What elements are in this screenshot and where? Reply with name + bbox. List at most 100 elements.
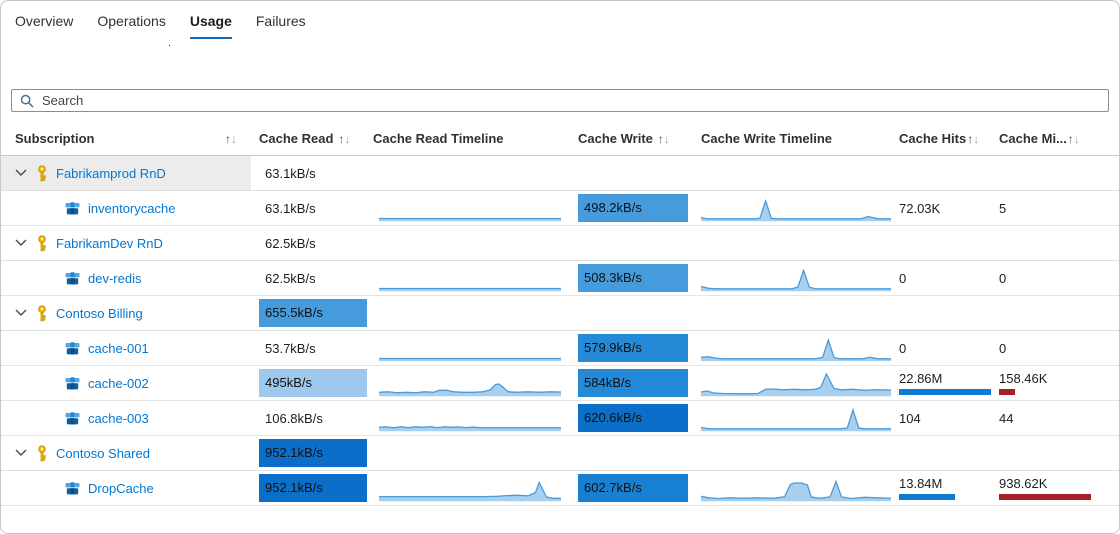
chevron-down-icon[interactable]: [15, 309, 27, 317]
cache-write-heat-bar: 498.2kB/s: [578, 194, 688, 222]
subscription-cell: Contoso Shared: [1, 436, 251, 470]
expand-collapse-toggle[interactable]: [15, 169, 27, 177]
cache-hits-cell: 13.84M: [899, 471, 999, 505]
cache-hits-cell: [899, 436, 999, 470]
subscription-key-icon: [36, 444, 48, 462]
expand-collapse-toggle[interactable]: [15, 239, 27, 247]
cache-row: dev-redis 62.5kB/s 508.3kB/s 0 0: [1, 261, 1119, 296]
cache-link[interactable]: DropCache: [88, 480, 154, 496]
cache-write-heat-bar: 508.3kB/s: [578, 264, 688, 292]
cache-misses-cell: 44: [999, 401, 1119, 435]
column-header-subscription[interactable]: Subscription ↑↓: [15, 131, 237, 146]
usage-table: Subscription ↑↓ Cache Read ↑↓ Cache Read…: [1, 122, 1119, 506]
cache-read-cell: 63.1kB/s: [251, 191, 369, 225]
column-header-cache-write-timeline: Cache Write Timeline: [701, 131, 833, 146]
sort-icon[interactable]: ↑↓: [338, 131, 351, 146]
timeline-sparkline: [379, 336, 561, 362]
subscription-cell: cache-002: [1, 366, 251, 400]
tab-failures[interactable]: Failures: [255, 13, 306, 29]
cache-read-cell: 63.1kB/s: [251, 156, 369, 190]
cache-write-cell: 498.2kB/s: [569, 191, 689, 225]
expand-collapse-toggle[interactable]: [15, 309, 27, 317]
chevron-down-icon[interactable]: [15, 169, 27, 177]
tab-overview[interactable]: Overview: [15, 13, 74, 29]
chevron-down-icon[interactable]: [15, 239, 27, 247]
cache-write-timeline-cell: [689, 226, 899, 260]
cache-link[interactable]: inventorycache: [88, 200, 176, 216]
timeline-sparkline: [379, 476, 561, 502]
cache-hits-cell: [899, 156, 999, 190]
timeline-sparkline: [701, 266, 891, 292]
subscription-cell: dev-redis: [1, 261, 251, 295]
cache-write-cell: 579.9kB/s: [569, 331, 689, 365]
expand-collapse-toggle[interactable]: [15, 449, 27, 457]
subscription-link[interactable]: Contoso Shared: [56, 445, 150, 461]
cache-link[interactable]: dev-redis: [88, 270, 142, 286]
column-header-cache-misses[interactable]: Cache Mi... ↑↓: [999, 131, 1080, 146]
redis-cache-icon: [65, 376, 80, 389]
cache-row: cache-002 495kB/s 584kB/s 22.86M 158.46K: [1, 366, 1119, 401]
sort-icon[interactable]: ↑↓: [225, 131, 237, 146]
cache-write-cell: 602.7kB/s: [569, 471, 689, 505]
search-icon: [20, 94, 34, 107]
cache-read-timeline-cell: [369, 331, 569, 365]
cache-hits-value: 13.84M: [899, 476, 943, 491]
sort-icon[interactable]: ↑↓: [657, 131, 670, 146]
sort-icon[interactable]: ↑↓: [1067, 131, 1080, 146]
cache-misses-cell: [999, 226, 1119, 260]
cache-read-value: 63.1kB/s: [265, 165, 316, 181]
cache-misses-value: 0: [999, 270, 1007, 286]
subscription-cell: Fabrikamprod RnD: [1, 156, 251, 190]
cache-write-heat-bar: 620.6kB/s: [578, 404, 688, 432]
cache-read-timeline-cell: [369, 471, 569, 505]
cache-read-heat-bar: 952.1kB/s: [259, 439, 367, 467]
sort-icon[interactable]: ↑↓: [967, 131, 980, 146]
subscription-cell: Contoso Billing: [1, 296, 251, 330]
cache-misses-cell: [999, 296, 1119, 330]
cache-write-cell: 584kB/s: [569, 366, 689, 400]
cache-hits-value: 22.86M: [899, 371, 943, 386]
cache-read-heat-bar: 655.5kB/s: [259, 299, 367, 327]
column-header-cache-read[interactable]: Cache Read ↑↓: [259, 131, 351, 146]
cache-write-timeline-cell: [689, 296, 899, 330]
cache-write-timeline-cell: [689, 261, 899, 295]
tab-operations[interactable]: Operations: [97, 13, 166, 29]
cache-read-cell: 495kB/s: [251, 366, 369, 400]
cache-write-cell: [569, 296, 689, 330]
subscription-group-row: Contoso Billing 655.5kB/s: [1, 296, 1119, 331]
subscription-cell: DropCache: [1, 471, 251, 505]
cache-write-heat-bar: 602.7kB/s: [578, 474, 688, 502]
cache-write-cell: [569, 436, 689, 470]
subscription-link[interactable]: Fabrikamprod RnD: [56, 165, 166, 181]
cache-read-value: 63.1kB/s: [265, 200, 316, 216]
cache-misses-cell: 0: [999, 331, 1119, 365]
redis-cache-icon: [65, 201, 80, 214]
search-input[interactable]: [42, 93, 1100, 108]
cache-read-timeline-cell: [369, 226, 569, 260]
cache-link[interactable]: cache-002: [88, 375, 149, 391]
cache-write-heat-bar: 584kB/s: [578, 369, 688, 397]
redis-cache-icon: [65, 271, 80, 284]
column-header-cache-hits[interactable]: Cache Hits ↑↓: [899, 131, 980, 146]
redis-cache-icon: [65, 481, 80, 494]
cache-misses-cell: [999, 436, 1119, 470]
subscription-key-icon: [36, 234, 48, 252]
redis-cache-icon: [65, 341, 80, 354]
cache-misses-value: 44: [999, 410, 1014, 426]
cache-read-timeline-cell: [369, 191, 569, 225]
tab-usage[interactable]: Usage: [189, 11, 232, 39]
cache-read-timeline-cell: [369, 261, 569, 295]
column-header-cache-write[interactable]: Cache Write ↑↓: [578, 131, 670, 146]
cache-link[interactable]: cache-001: [88, 340, 149, 356]
cache-link[interactable]: cache-003: [88, 410, 149, 426]
cache-write-heat-bar: 579.9kB/s: [578, 334, 688, 362]
search-box[interactable]: [11, 89, 1109, 112]
chevron-down-icon[interactable]: [15, 449, 27, 457]
cache-read-timeline-cell: [369, 156, 569, 190]
subscription-link[interactable]: FabrikamDev RnD: [56, 235, 163, 251]
cache-read-timeline-cell: [369, 401, 569, 435]
cache-hits-value: 72.03K: [899, 200, 941, 216]
subscription-link[interactable]: Contoso Billing: [56, 305, 143, 321]
cache-hits-cell: 0: [899, 331, 999, 365]
